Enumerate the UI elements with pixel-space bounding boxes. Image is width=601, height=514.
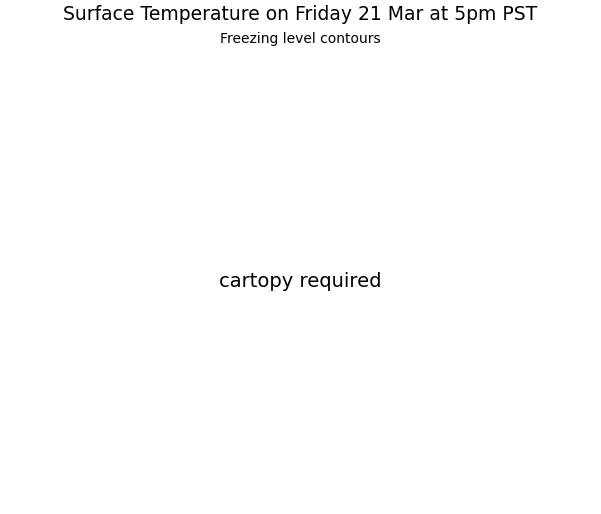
Text: cartopy required: cartopy required — [219, 272, 382, 291]
Text: Surface Temperature on Friday 21 Mar at 5pm PST: Surface Temperature on Friday 21 Mar at … — [63, 5, 538, 24]
Text: Freezing level contours: Freezing level contours — [220, 32, 381, 46]
